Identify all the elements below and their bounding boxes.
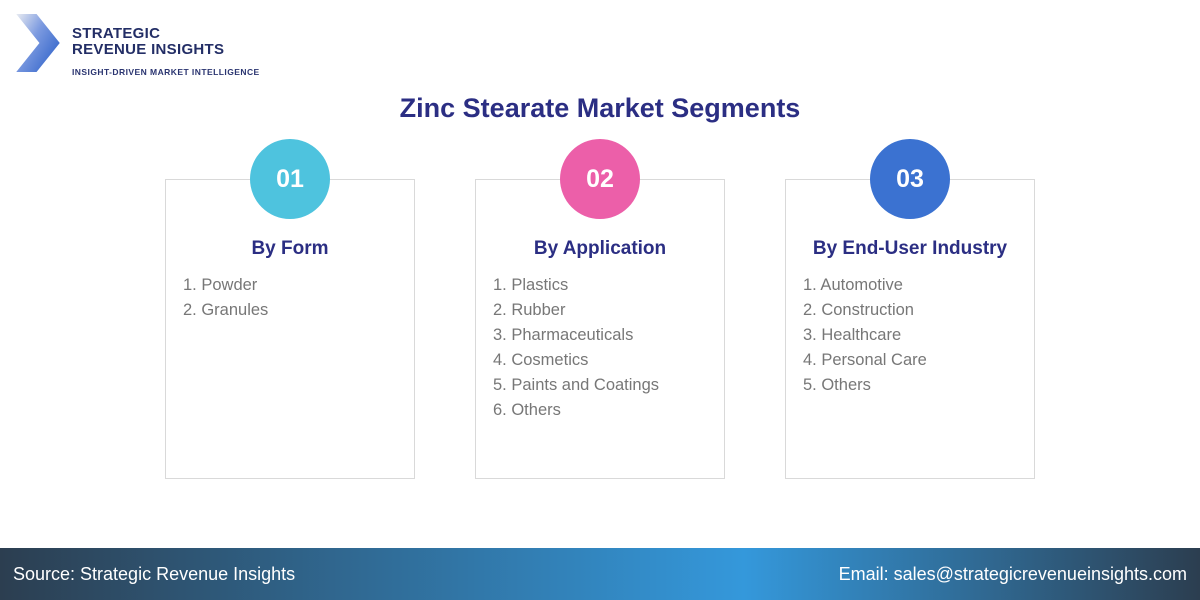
list-item: 6. Others xyxy=(493,401,561,419)
card-heading: By Application xyxy=(533,238,667,259)
list-item: 1. Powder xyxy=(183,276,258,294)
list-item: 1. Automotive xyxy=(803,276,903,294)
card-list: 1. Plastics 2. Rubber 3. Pharmaceuticals… xyxy=(493,273,714,423)
badge-03: 03 xyxy=(870,139,950,219)
footer-bar: Source: Strategic Revenue Insights Email… xyxy=(0,548,1200,600)
list-item: 3. Pharmaceuticals xyxy=(493,326,634,344)
card-heading: By Form xyxy=(251,238,329,259)
brand-name-line2: REVENUE INSIGHTS xyxy=(72,41,225,58)
list-item: 2. Construction xyxy=(803,301,914,319)
footer-email: Email: sales@strategicrevenueinsights.co… xyxy=(838,563,1187,584)
list-item: 3. Healthcare xyxy=(803,326,902,344)
list-item: 4. Personal Care xyxy=(803,351,927,369)
brand-text: STRATEGIC REVENUE INSIGHTS INSIGHT-DRIVE… xyxy=(72,14,260,78)
brand-name-line1: STRATEGIC xyxy=(72,25,161,42)
footer-source: Source: Strategic Revenue Insights xyxy=(13,563,296,584)
segment-card-by-application: 02 By Application 1. Plastics 2. Rubber … xyxy=(475,139,725,479)
card-list: 1. Automotive 2. Construction 3. Healthc… xyxy=(803,273,1024,398)
list-item: 2. Granules xyxy=(183,301,269,319)
badge-01: 01 xyxy=(250,139,330,219)
list-item: 5. Others xyxy=(803,376,871,394)
segment-card-by-form: 01 By Form 1. Powder 2. Granules xyxy=(165,139,415,479)
page-title: Zinc Stearate Market Segments xyxy=(399,93,801,123)
card-heading: By End-User Industry xyxy=(812,238,1008,259)
list-item: 2. Rubber xyxy=(493,301,566,319)
segment-card-by-end-user-industry: 03 By End-User Industry 1. Automotive 2.… xyxy=(785,139,1035,479)
card-list: 1. Powder 2. Granules xyxy=(183,273,404,323)
list-item: 1. Plastics xyxy=(493,276,569,294)
chevron-arrow-icon xyxy=(16,14,60,72)
list-item: 5. Paints and Coatings xyxy=(493,376,660,394)
brand-tagline: INSIGHT-DRIVEN MARKET INTELLIGENCE xyxy=(72,67,260,77)
list-item: 4. Cosmetics xyxy=(493,351,589,369)
badge-02: 02 xyxy=(560,139,640,219)
brand-logo: STRATEGIC REVENUE INSIGHTS INSIGHT-DRIVE… xyxy=(14,14,260,77)
